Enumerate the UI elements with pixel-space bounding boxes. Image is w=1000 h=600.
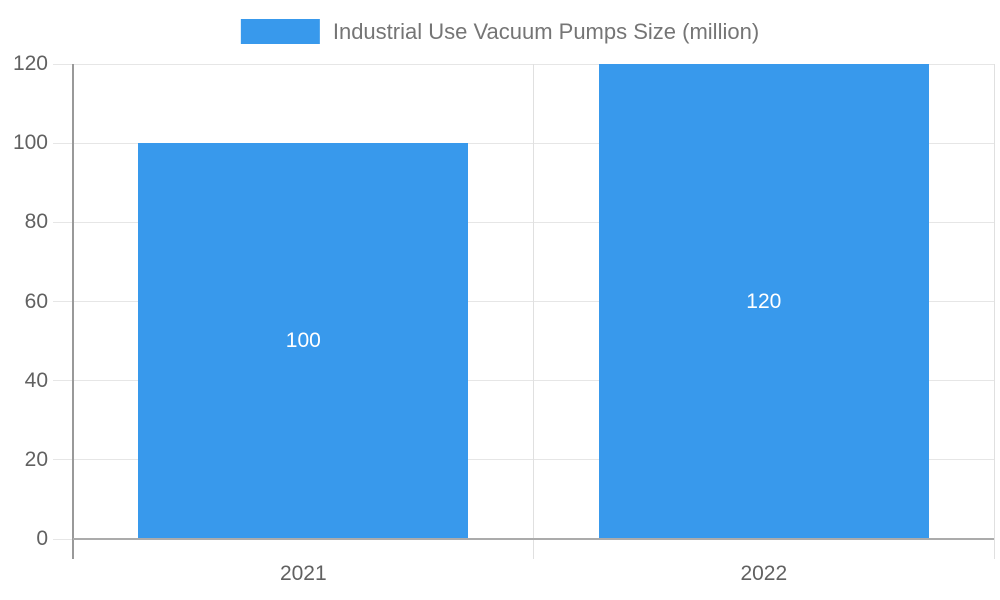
y-axis-tick-label: 20: [24, 447, 48, 471]
bar-2022[interactable]: [598, 64, 929, 539]
legend-swatch-icon: [240, 19, 320, 44]
y-axis-tick-label: 80: [24, 210, 48, 234]
y-axis-tick-label: 60: [24, 289, 48, 313]
legend-label: Industrial Use Vacuum Pumps Size (millio…: [332, 19, 760, 44]
y-gridline: [53, 459, 994, 461]
y-gridline: [53, 63, 994, 65]
y-axis-tick-label: 40: [24, 368, 48, 392]
y-axis-tick-label: 120: [12, 52, 48, 75]
legend[interactable]: Industrial Use Vacuum Pumps Size (millio…: [240, 19, 760, 44]
category-gridline: [533, 64, 534, 559]
bar-value-label: 120: [746, 289, 782, 313]
y-gridline: [53, 142, 994, 144]
y-axis-tick: [53, 538, 73, 540]
category-gridline: [993, 64, 995, 559]
bar-value-label: 100: [285, 329, 321, 353]
x-axis-label: 2021: [279, 562, 327, 585]
x-axis-label: 2022: [740, 562, 788, 585]
y-axis-tick-label: 0: [36, 527, 48, 550]
y-gridline: [53, 221, 994, 223]
bar-2021[interactable]: [138, 143, 469, 539]
y-gridline: [53, 301, 994, 302]
y-axis-line: [72, 64, 74, 559]
y-axis-tick-label: 100: [12, 131, 48, 155]
x-axis-line: [73, 537, 994, 540]
y-gridline: [53, 380, 994, 382]
